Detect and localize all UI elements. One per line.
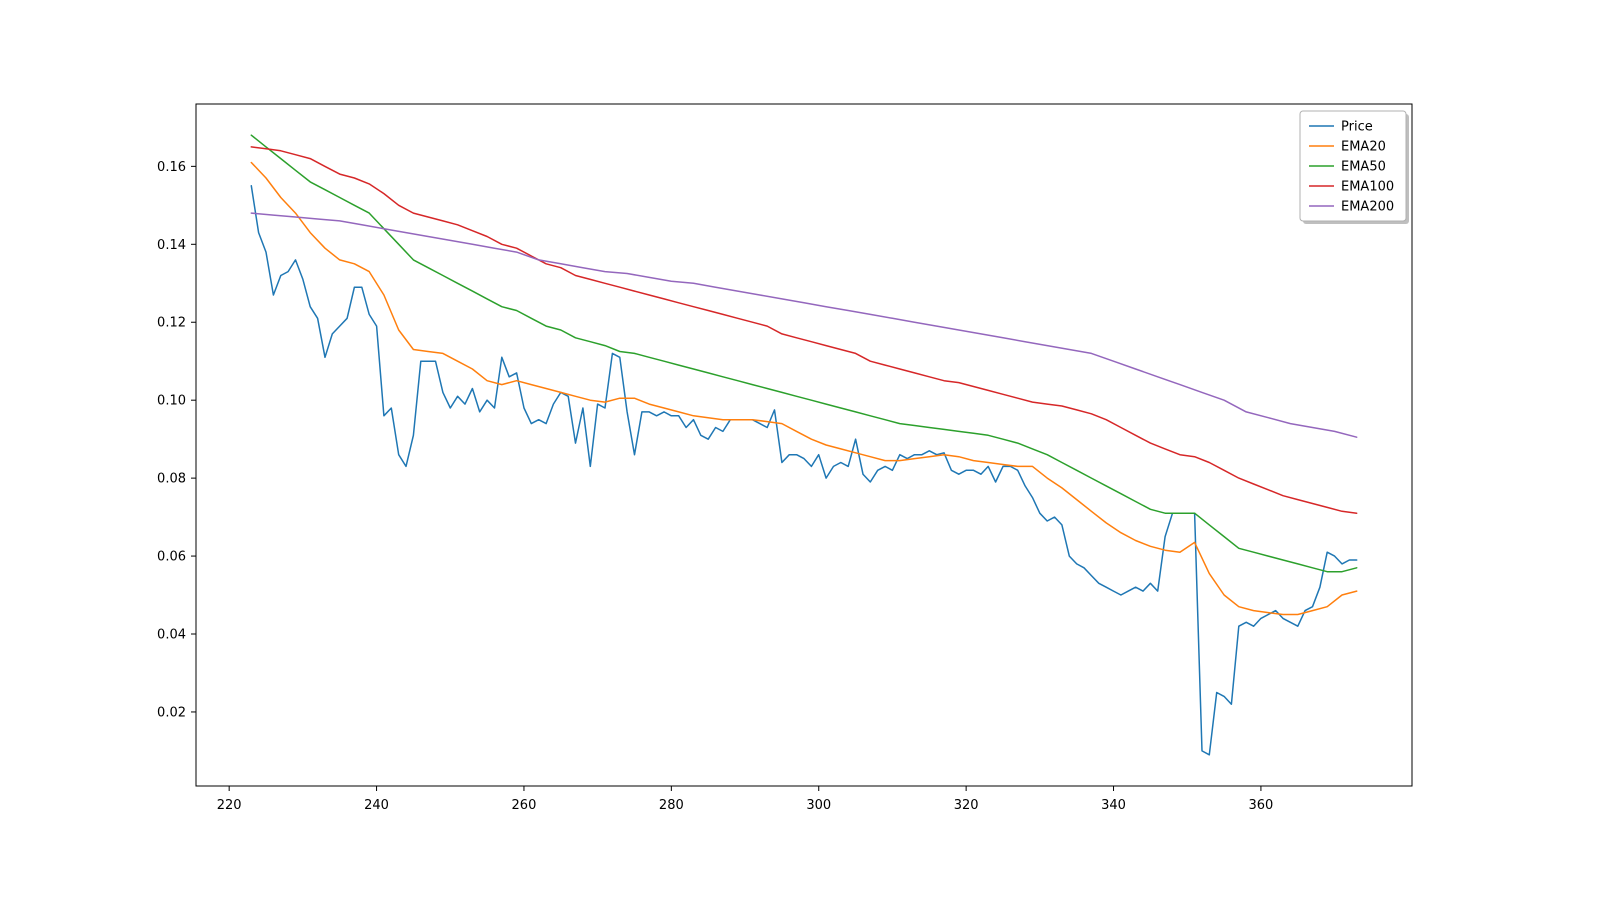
y-tick-label: 0.02 bbox=[157, 705, 186, 720]
x-tick-label: 300 bbox=[806, 798, 831, 813]
ema20-line bbox=[250, 161, 1358, 616]
legend-box bbox=[1299, 110, 1407, 222]
ema200-line bbox=[250, 212, 1358, 438]
legend-label-price: Price bbox=[1341, 120, 1373, 135]
y-tick-label: 0.06 bbox=[157, 550, 186, 565]
axes-frame bbox=[195, 103, 1413, 787]
y-tick-label: 0.08 bbox=[157, 472, 186, 487]
y-tick-label: 0.04 bbox=[157, 628, 186, 643]
x-tick-label: 240 bbox=[364, 798, 389, 813]
series-group bbox=[250, 134, 1358, 756]
y-tick-label: 0.12 bbox=[157, 316, 186, 331]
legend-label-ema100: EMA100 bbox=[1341, 180, 1394, 195]
ema50-line bbox=[250, 134, 1358, 573]
legend-label-ema50: EMA50 bbox=[1341, 160, 1386, 175]
price-line bbox=[250, 185, 1358, 756]
legend-label-ema200: EMA200 bbox=[1341, 200, 1394, 215]
x-tick-label: 260 bbox=[512, 798, 537, 813]
x-tick-label: 220 bbox=[217, 798, 242, 813]
x-tick-label: 280 bbox=[659, 798, 684, 813]
y-tick-label: 0.10 bbox=[157, 394, 186, 409]
y-tick-label: 0.16 bbox=[157, 160, 186, 175]
y-tick-label: 0.14 bbox=[157, 238, 186, 253]
ema100-line bbox=[250, 146, 1358, 514]
legend: Price EMA20 EMA50 EMA100 EMA200 bbox=[1299, 110, 1409, 224]
legend-label-ema20: EMA20 bbox=[1341, 140, 1386, 155]
x-tick-label: 340 bbox=[1101, 798, 1126, 813]
x-tick-label: 320 bbox=[954, 798, 979, 813]
x-tick-label: 360 bbox=[1249, 798, 1274, 813]
